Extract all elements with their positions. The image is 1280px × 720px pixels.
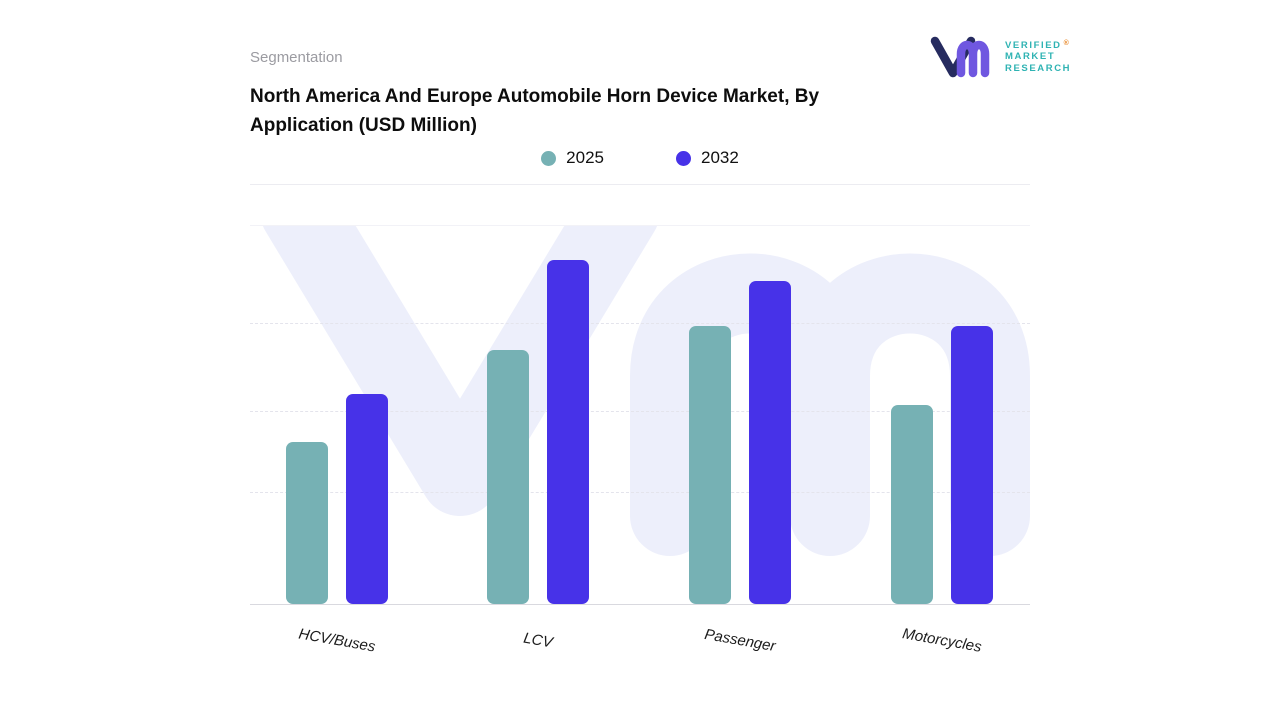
bar-2032-lcv [547, 260, 589, 604]
legend: 2025 2032 [250, 146, 1030, 170]
logo-line-verified: VERIFIED [1005, 39, 1062, 51]
legend-swatch-2032 [676, 150, 691, 166]
legend-label-2032: 2032 [701, 148, 739, 167]
x-label-passenger: Passenger [703, 625, 777, 656]
bar-group-hcv-buses [286, 226, 388, 604]
legend-divider [250, 184, 1030, 185]
bar-group-lcv [487, 226, 589, 604]
bar-2025-motorcycles [891, 404, 933, 604]
legend-item-2025: 2025 [541, 148, 604, 168]
gridline [250, 323, 1030, 325]
gridline [250, 492, 1030, 494]
legend-item-2032: 2032 [676, 148, 739, 168]
vmr-logo: VERIFIED ® MARKET RESEARCH [928, 34, 1071, 80]
registered-mark-icon: ® [1063, 39, 1069, 47]
bar-2025-passenger [689, 325, 731, 604]
legend-swatch-2025 [541, 150, 557, 166]
plot-area [250, 225, 1030, 605]
gridline [250, 410, 1030, 412]
logo-line-market: MARKET [1005, 51, 1056, 63]
chart-title: North America And Europe Automobile Horn… [250, 86, 820, 136]
bar-2032-passenger [749, 281, 791, 604]
x-label-hcv-buses: HCV/Buses [297, 625, 377, 656]
bar-2032-hcv-buses [346, 394, 388, 604]
legend-label-2025: 2025 [566, 148, 604, 167]
bar-2025-hcv-buses [286, 442, 328, 604]
logo-line-research: RESEARCH [1005, 62, 1072, 74]
x-axis-labels: HCV/Buses LCV Passenger Motorcycles [250, 625, 1030, 692]
vmr-logo-text: VERIFIED ® MARKET RESEARCH [1005, 40, 1071, 75]
vmr-logo-mark [930, 36, 990, 78]
x-label-motorcycles: Motorcycles [901, 625, 983, 656]
bar-2032-motorcycles [951, 325, 993, 604]
bar-group-motorcycles [891, 226, 993, 604]
bar-2025-lcv [487, 349, 529, 604]
section-eyebrow: Segmentation [250, 49, 343, 66]
bar-group-passenger [689, 226, 791, 604]
x-label-lcv: LCV [522, 629, 554, 652]
